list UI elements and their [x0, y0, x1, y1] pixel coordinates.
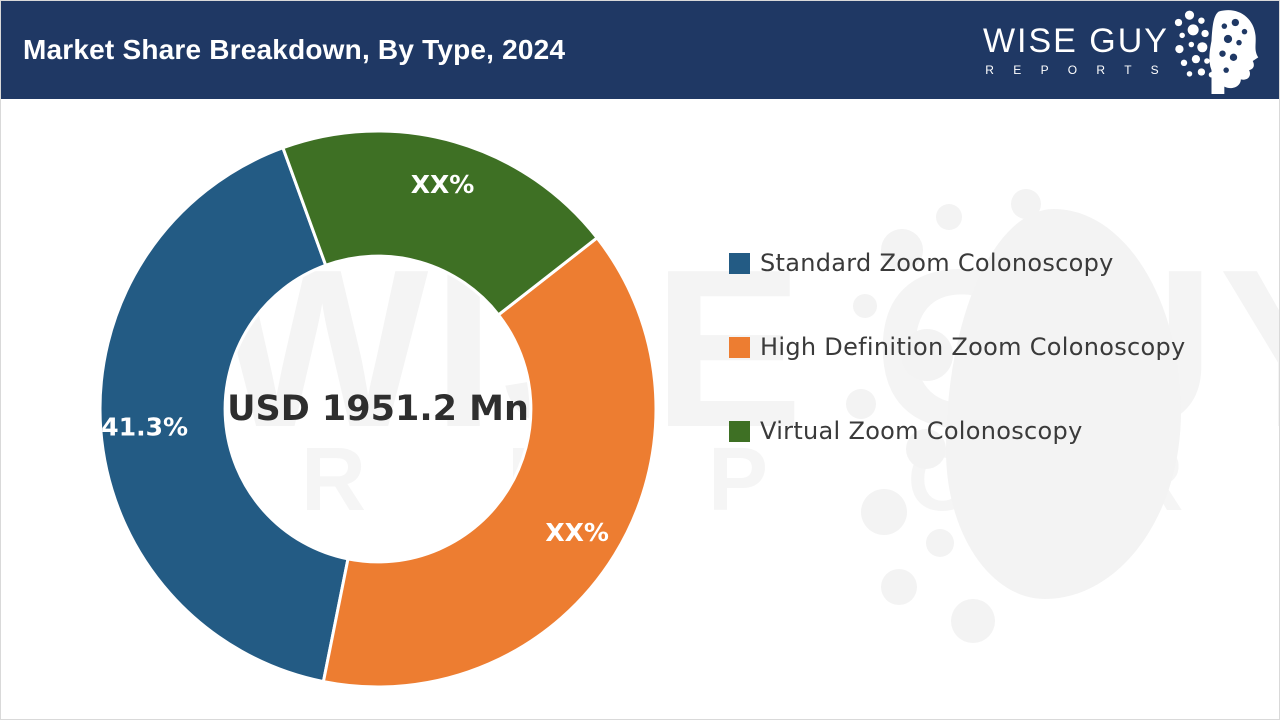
wiseguy-logo-subname: R E P O R T S: [985, 63, 1167, 77]
watermark-dot: [881, 569, 917, 605]
slice-label: XX%: [411, 170, 475, 199]
page-title: Market Share Breakdown, By Type, 2024: [23, 34, 566, 65]
donut-slice-standard-zoom-colonoscopy: [98, 146, 350, 684]
wiseguy-logo-name: WISE GUY: [982, 22, 1169, 60]
donut-chart: 41.3% XX% XX%: [98, 129, 658, 689]
legend-swatch-standard-zoom: [729, 252, 750, 274]
legend-swatch-high-definition-zoom: [729, 336, 750, 358]
watermark-dot: [1071, 217, 1093, 239]
legend-label: High Definition Zoom Colonoscopy: [760, 333, 1186, 361]
donut-slice-virtual-zoom-colonoscopy: [281, 129, 599, 317]
legend-item-virtual-zoom: Virtual Zoom Colonoscopy: [729, 417, 1186, 445]
watermark-dot: [951, 599, 995, 643]
center-value: USD 1951.2 Mn: [227, 389, 529, 429]
donut-slice-high-definition-zoom-colonoscopy: [321, 236, 658, 689]
watermark-dot: [926, 529, 954, 557]
wiseguy-logo: WISE GUY R E P O R T S: [983, 6, 1263, 94]
watermark-dot: [846, 389, 876, 419]
slice-label: 41.3%: [101, 413, 188, 442]
watermark-dot: [861, 489, 907, 535]
legend-label: Standard Zoom Colonoscopy: [760, 249, 1114, 277]
watermark-dot: [881, 229, 923, 271]
wiseguy-logo-text: WISE GUY R E P O R T S: [983, 24, 1169, 76]
legend: Standard Zoom Colonoscopy High Definitio…: [729, 249, 1186, 445]
watermark-dot: [906, 429, 946, 469]
watermark-dot: [901, 329, 953, 381]
watermark-dot: [1011, 189, 1041, 219]
legend-item-high-definition-zoom: High Definition Zoom Colonoscopy: [729, 333, 1186, 361]
watermark-dot: [853, 294, 877, 318]
slice-label: XX%: [545, 518, 609, 547]
header-bar: Market Share Breakdown, By Type, 2024 WI…: [1, 1, 1279, 99]
legend-label: Virtual Zoom Colonoscopy: [760, 417, 1083, 445]
chart-area: WISE GUY R E P O R T S 41.3%XX%XX% USD 1…: [1, 99, 1279, 719]
legend-item-standard-zoom: Standard Zoom Colonoscopy: [729, 249, 1186, 277]
wiseguy-face-icon: [1174, 10, 1259, 94]
watermark-face-silhouette: [946, 209, 1181, 599]
watermark-dot: [936, 204, 962, 230]
legend-swatch-virtual-zoom: [729, 420, 750, 442]
